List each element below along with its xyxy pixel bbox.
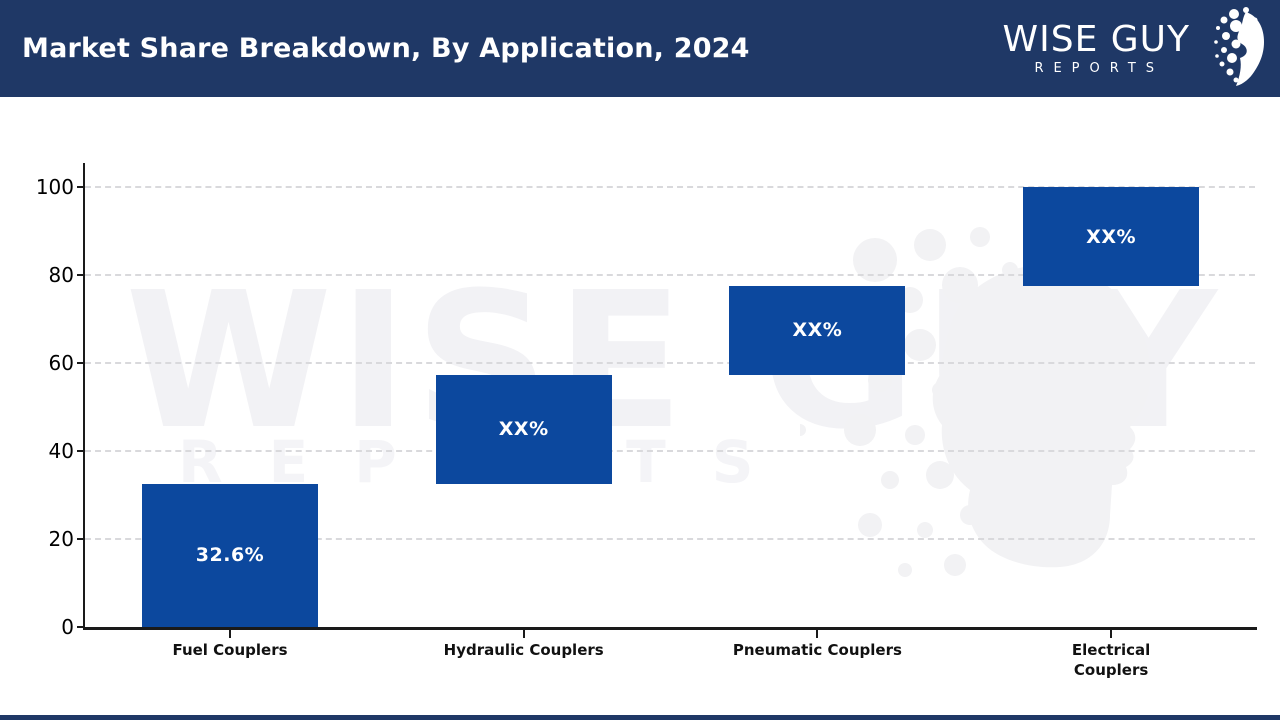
bar-value-label: XX% [792, 319, 843, 342]
y-axis-tick-mark [77, 362, 85, 364]
bar-fuel-couplers: 32.6% [142, 483, 318, 627]
x-axis-tick-mark [229, 630, 231, 638]
wiseguy-logo: WISE GUY REPORTS [1003, 6, 1271, 92]
bar-hydraulic-couplers: XX% [435, 374, 612, 484]
gridline-y60 [85, 362, 1255, 364]
y-axis-tick-label: 60 [48, 351, 74, 375]
x-axis-category-label: Electrical Couplers [1071, 641, 1151, 680]
y-axis-tick-mark [77, 450, 85, 452]
gridline-y20 [85, 538, 1255, 540]
y-axis-tick-label: 0 [61, 615, 74, 639]
y-axis-tick-mark [77, 538, 85, 540]
y-axis-tick-mark [77, 626, 85, 628]
bar-value-label: XX% [498, 418, 549, 441]
bar-value-label: XX% [1086, 225, 1137, 248]
y-axis-tick-label: 20 [48, 527, 74, 551]
x-axis-line [83, 627, 1257, 630]
y-axis-tick-label: 80 [48, 263, 74, 287]
gridline-y40 [85, 450, 1255, 452]
gridline-y80 [85, 274, 1255, 276]
y-axis-line [83, 163, 85, 629]
y-axis-tick-mark [77, 186, 85, 188]
page-title: Market Share Breakdown, By Application, … [22, 33, 750, 64]
y-axis-tick-label: 100 [35, 175, 74, 199]
x-axis-tick-mark [1110, 630, 1113, 638]
wiseguy-head-icon [1214, 6, 1264, 86]
bar-pneumatic-couplers: XX% [729, 286, 906, 375]
x-axis-category-label: Fuel Couplers [172, 641, 288, 659]
x-axis-category-label: Pneumatic Couplers [732, 641, 902, 659]
x-axis-tick-mark [522, 630, 525, 638]
x-axis-category-label: Hydraulic Couplers [443, 641, 604, 659]
header-bar: Market Share Breakdown, By Application, … [0, 0, 1280, 97]
bar-value-label: 32.6% [195, 544, 265, 567]
bar-electrical-couplers: XX% [1023, 187, 1200, 286]
x-axis-tick-mark [816, 630, 819, 638]
y-axis-tick-mark [77, 274, 85, 276]
gridline-y100 [85, 186, 1255, 188]
footer-bar [0, 715, 1280, 720]
logo-wordmark: WISE GUY [1002, 19, 1190, 60]
y-axis-tick-label: 40 [48, 439, 74, 463]
logo-subtitle: REPORTS [1034, 61, 1165, 76]
